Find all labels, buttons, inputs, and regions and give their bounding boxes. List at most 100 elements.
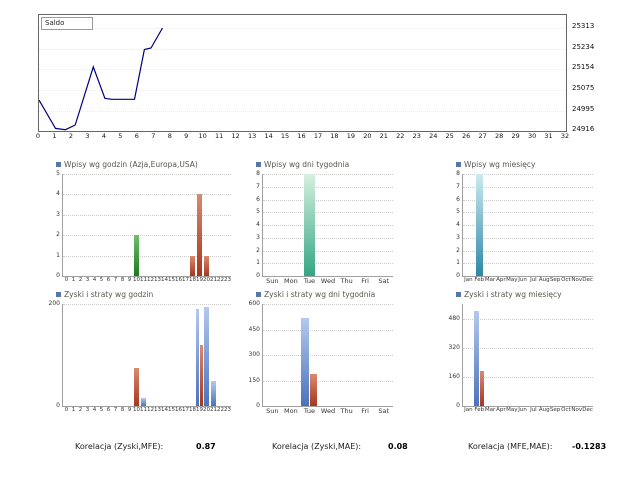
y-axis-label: 450	[248, 325, 260, 333]
x-axis-label: 9	[127, 277, 132, 283]
x-axis-label: Oct	[561, 277, 571, 283]
chart-bullet-icon	[456, 162, 461, 168]
x-axis-label: Sep	[549, 277, 561, 283]
x-axis-label: 2	[78, 407, 83, 413]
y-axis-label: 0	[456, 402, 460, 409]
x-axis-label: 17	[182, 277, 189, 283]
balance-y-label: 24916	[572, 125, 595, 133]
pnl-by-weekday-chart: 0 150 300 450 600 Sun Mon Tue Wed Thu Fri Sat	[249, 301, 393, 414]
x-axis-label: Oct	[561, 407, 571, 413]
bar-10	[134, 235, 139, 276]
y-axis-label: 7	[456, 182, 460, 190]
pnl-by-hour-chart: 0 200 0 1 2 3 4 5 6 7 8 9 10 11 12 13 14 15 16 17 18 19 20 21 22…	[49, 301, 231, 413]
x-axis-label: Dec	[582, 277, 593, 283]
balance-y-label: 25313	[572, 22, 595, 30]
mini-gridline	[263, 199, 393, 201]
entries-by-weekday-chart: 0 1 2 3 4 5 6 7 8 Sun Mon Tue Wed Thu Fri Sat	[256, 171, 393, 284]
x-axis-label: 13	[154, 277, 161, 283]
y-axis-label: 3	[256, 233, 260, 241]
x-axis-label: Tue	[303, 407, 315, 415]
x-axis-label: 4	[92, 407, 97, 413]
x-axis-label: 6	[106, 277, 111, 283]
mini-gridline	[463, 174, 593, 175]
mini-gridline	[263, 186, 393, 188]
x-axis-label: Thu	[340, 407, 353, 415]
x-axis-label: 23	[224, 277, 231, 283]
balance-x-label: 8	[167, 132, 172, 140]
chart-title-entries-by-month: Wpisy wg miesięcy	[456, 161, 535, 169]
x-axis-label: 21	[210, 407, 217, 413]
balance-gridline	[39, 110, 566, 112]
x-axis-label: 13	[154, 407, 161, 413]
mini-gridline	[463, 347, 593, 349]
correlation-profit-mfe-value: 0.87	[196, 442, 216, 451]
y-axis-label: 320	[448, 343, 460, 351]
balance-x-label: 22	[396, 132, 405, 140]
x-axis-label: 2	[78, 277, 83, 283]
balance-gridline	[39, 69, 566, 71]
x-axis-label: 14	[161, 277, 168, 283]
balance-x-label: 1	[52, 132, 57, 140]
chart-title-pnl-by-month: Zyski i straty wg miesięcy	[456, 291, 562, 299]
chart-title-text: Zyski i straty wg miesięcy	[464, 290, 562, 299]
mini-gridline	[263, 263, 393, 265]
bar-Tue	[309, 373, 318, 406]
x-axis-label: 23	[224, 407, 231, 413]
balance-x-label: 9	[184, 132, 189, 140]
mini-gridline	[63, 174, 231, 175]
chart-bullet-icon	[456, 292, 461, 298]
x-axis-label: Aug	[538, 277, 550, 283]
correlation-profit-mae-label: Korelacja (Zyski,MAE):	[272, 442, 362, 451]
chart-title-text: Wpisy wg miesięcy	[464, 160, 536, 169]
chart-title-entries-by-hour: Wpisy wg godzin (Azja,Europa,USA)	[56, 161, 198, 169]
x-axis-label: Wed	[320, 407, 336, 415]
bar-19	[199, 344, 203, 406]
y-axis-label: 0	[256, 402, 260, 409]
mini-gridline	[463, 199, 593, 201]
x-axis-label: 0	[64, 407, 69, 413]
x-axis-label: Sep	[549, 407, 561, 413]
x-axis-label: 1	[71, 407, 76, 413]
x-axis-label: 12	[147, 407, 154, 413]
x-axis-label: 3	[85, 277, 90, 283]
y-axis-label: 200	[48, 300, 60, 307]
x-axis-label: 20	[203, 277, 210, 283]
y-axis-label: 1	[456, 259, 460, 267]
y-axis-label: 5	[56, 170, 60, 177]
y-axis-label: 6	[456, 195, 460, 203]
balance-x-label: 17	[313, 132, 323, 140]
balance-x-label: 7	[151, 132, 156, 140]
mini-gridline	[263, 380, 393, 382]
x-axis-label: Feb	[474, 277, 485, 283]
x-axis-label: 10	[133, 407, 140, 413]
correlation-mfe-mae-value: -0.1283	[572, 442, 607, 451]
bar-Tue	[303, 174, 316, 276]
y-axis-label: 0	[56, 402, 60, 409]
y-axis-label: 0	[56, 272, 60, 279]
x-axis-label: Sun	[266, 277, 279, 285]
balance-x-label: 16	[297, 132, 306, 140]
bar-20	[204, 306, 209, 406]
balance-x-label: 4	[101, 132, 106, 140]
balance-x-label: 20	[363, 132, 372, 140]
x-axis-label: 5	[99, 277, 104, 283]
x-axis-label: 22	[217, 277, 224, 283]
y-axis-label: 480	[448, 314, 460, 322]
mini-gridline	[463, 250, 593, 252]
bar-10	[134, 367, 139, 406]
mini-gridline	[63, 235, 231, 237]
balance-x-label: 6	[134, 132, 139, 140]
bar-18	[190, 255, 195, 276]
chart-bullet-icon	[256, 292, 261, 298]
x-axis-label: Jun	[518, 407, 527, 413]
balance-y-axis: 24916 24995 25075 25154 25234 25313	[570, 14, 614, 136]
x-axis-label: 18	[189, 407, 196, 413]
balance-x-label: 14	[264, 132, 273, 140]
entries-by-month-chart: 0 1 2 3 4 5 6 7 8 Jan Feb Mar Apr May Jun Jul Aug Sep Oct N…	[456, 171, 593, 283]
balance-y-label: 25234	[572, 42, 595, 51]
x-axis-label: Aug	[538, 407, 550, 413]
balance-x-label: 25	[445, 132, 454, 140]
x-axis-label: 18	[189, 277, 196, 283]
x-axis-label: 6	[106, 407, 111, 413]
